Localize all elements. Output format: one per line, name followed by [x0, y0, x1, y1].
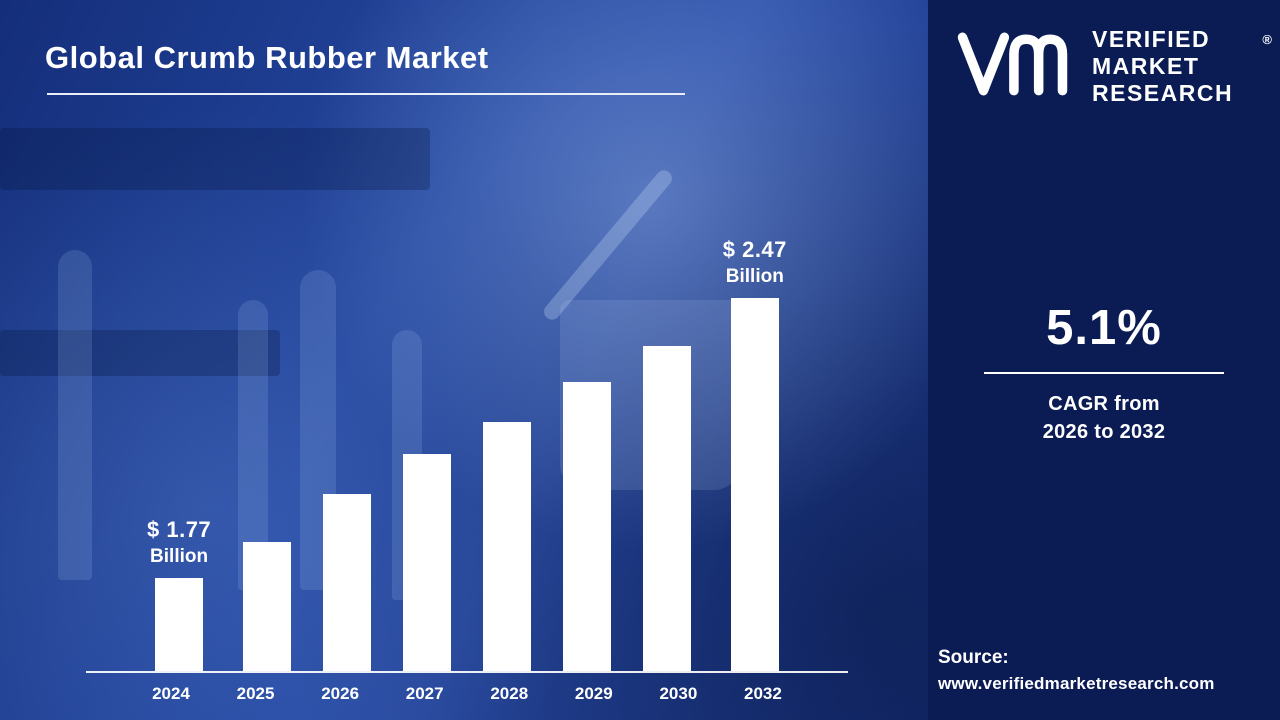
cagr-caption-line1: CAGR from — [1048, 393, 1160, 415]
registered-trademark-symbol: ® — [1262, 32, 1272, 47]
x-axis-label: 2029 — [574, 684, 613, 703]
page-title: Global Crumb Rubber Market — [45, 40, 489, 75]
annotation-value: $ 2.47 — [722, 237, 787, 262]
test-tube-shape — [58, 250, 92, 580]
bar-column — [323, 494, 372, 671]
source-block: Source: www.verifiedmarketresearch.com — [938, 647, 1215, 694]
bars-row: $ 1.77 Billion $ 2.47 Billion — [147, 223, 787, 671]
bar — [730, 298, 779, 671]
bar — [482, 422, 531, 671]
bar-value-annotation: $ 2.47 Billion — [723, 237, 787, 288]
x-axis-line — [86, 671, 848, 673]
chart-panel: Global Crumb Rubber Market $ 1.77 Billion… — [0, 0, 928, 720]
bar — [323, 494, 372, 671]
background-shape — [0, 128, 430, 190]
annotation-unit: Billion — [150, 546, 209, 567]
bar-column — [562, 382, 611, 671]
brand-line: MARKET — [1092, 53, 1200, 80]
x-axis-label: 2032 — [744, 684, 782, 703]
source-url-link[interactable]: www.verifiedmarketresearch.com — [938, 674, 1215, 693]
bar — [243, 542, 292, 671]
cagr-caption: CAGR from 2026 to 2032 — [928, 390, 1280, 446]
x-axis-label: 2026 — [321, 684, 360, 703]
bar-column — [482, 422, 531, 671]
test-tube-shape — [238, 300, 268, 590]
x-axis-label: 2027 — [405, 684, 444, 703]
bar — [155, 578, 204, 671]
x-axis-label: 2025 — [236, 684, 275, 703]
bar-column — [243, 542, 292, 671]
x-axis-label: 2028 — [490, 684, 529, 703]
bar-column — [402, 454, 451, 671]
brand-logo: VERIFIED MARKET RESEARCH — [942, 24, 1233, 109]
x-axis-labels: 2024 2025 2026 2027 2028 2029 2030 2032 — [147, 673, 787, 704]
cagr-value: 5.1% — [1046, 301, 1162, 355]
bar — [562, 382, 611, 671]
info-sidebar: VERIFIED MARKET RESEARCH ® 5.1% CAGR fro… — [928, 0, 1280, 720]
vm-monogram-icon — [942, 24, 1082, 109]
brand-line: VERIFIED — [1092, 26, 1211, 53]
brand-wordmark: VERIFIED MARKET RESEARCH — [1092, 26, 1233, 106]
bar — [402, 454, 451, 671]
brand-line: RESEARCH — [1092, 79, 1234, 106]
title-underline — [47, 93, 685, 95]
bar-chart: $ 1.77 Billion $ 2.47 Billion 2024 2025 2026 2… — [86, 223, 848, 704]
x-axis-label: 2030 — [659, 684, 698, 703]
bar-column: $ 2.47 Billion — [723, 237, 787, 671]
bar — [642, 346, 691, 671]
cagr-underline — [984, 372, 1224, 374]
source-label: Source: — [938, 647, 1009, 668]
background-shape — [0, 330, 280, 376]
bar-column: $ 1.77 Billion — [147, 517, 211, 671]
x-axis-label: 2024 — [152, 684, 190, 703]
bar-value-annotation: $ 1.77 Billion — [147, 517, 211, 568]
cagr-caption-line2: 2026 to 2032 — [1042, 421, 1166, 443]
annotation-value: $ 1.77 — [147, 517, 212, 542]
bar-column — [642, 346, 691, 671]
annotation-unit: Billion — [725, 266, 784, 287]
